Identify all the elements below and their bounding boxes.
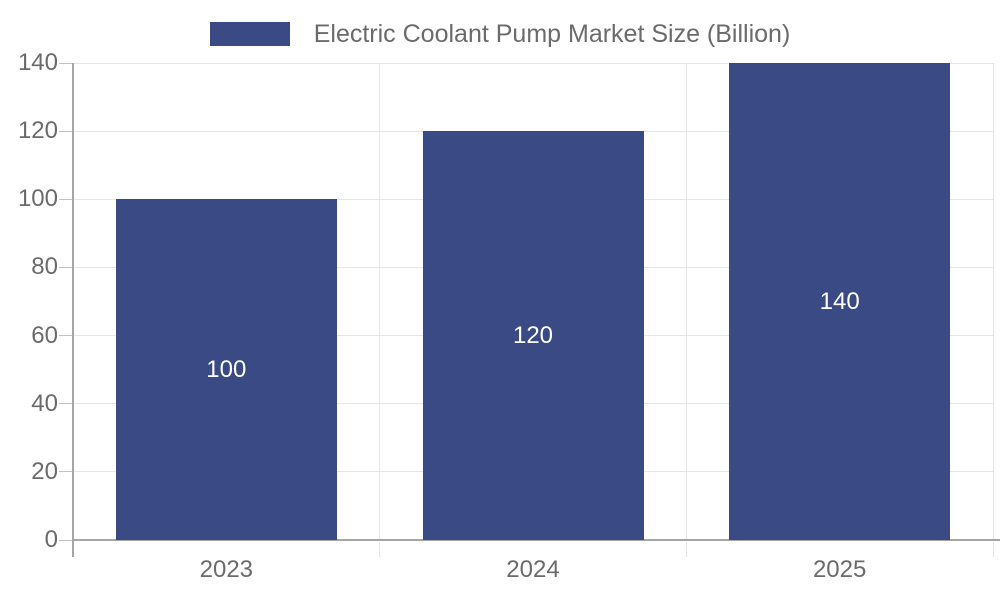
legend-label: Electric Coolant Pump Market Size (Billi…	[313, 19, 791, 48]
y-tick-mark	[59, 539, 73, 541]
x-tick-mark	[992, 542, 994, 557]
grid-line-h	[73, 62, 993, 64]
bar-value-label: 100	[206, 355, 247, 383]
x-axis-line	[73, 539, 1000, 541]
y-tick-mark	[59, 198, 73, 200]
grid-line-v	[379, 63, 381, 540]
y-tick-label: 0	[44, 526, 58, 553]
x-tick-label: 2025	[812, 556, 867, 583]
y-tick-label: 100	[17, 185, 58, 213]
grid-line-v	[992, 63, 994, 540]
y-tick-label: 60	[31, 321, 58, 349]
x-tick-mark	[379, 542, 381, 557]
x-tick-mark	[685, 542, 687, 557]
y-tick-mark	[59, 335, 73, 337]
x-tick-label: 2023	[199, 556, 254, 583]
y-tick-label: 140	[17, 49, 58, 76]
bar: 120	[422, 131, 644, 540]
x-tick-label: 2024	[506, 556, 560, 583]
legend-swatch	[209, 22, 290, 46]
bar-value-label: 120	[512, 321, 554, 349]
y-tick-label: 80	[31, 253, 58, 281]
y-tick-mark	[59, 471, 73, 473]
grid-line-v	[685, 63, 687, 540]
y-tick-label: 40	[31, 389, 58, 417]
y-tick-mark	[59, 266, 73, 268]
bar-value-label: 140	[819, 287, 860, 315]
y-tick-mark	[59, 130, 73, 132]
y-tick-mark	[59, 403, 73, 405]
bar: 100	[115, 199, 337, 540]
y-tick-label: 120	[17, 117, 58, 145]
legend: Electric Coolant Pump Market Size (Billi…	[0, 16, 1000, 52]
y-tick-label: 20	[31, 457, 58, 485]
y-axis-line	[72, 63, 74, 557]
y-tick-mark	[59, 62, 73, 64]
bar: 140	[729, 63, 951, 540]
